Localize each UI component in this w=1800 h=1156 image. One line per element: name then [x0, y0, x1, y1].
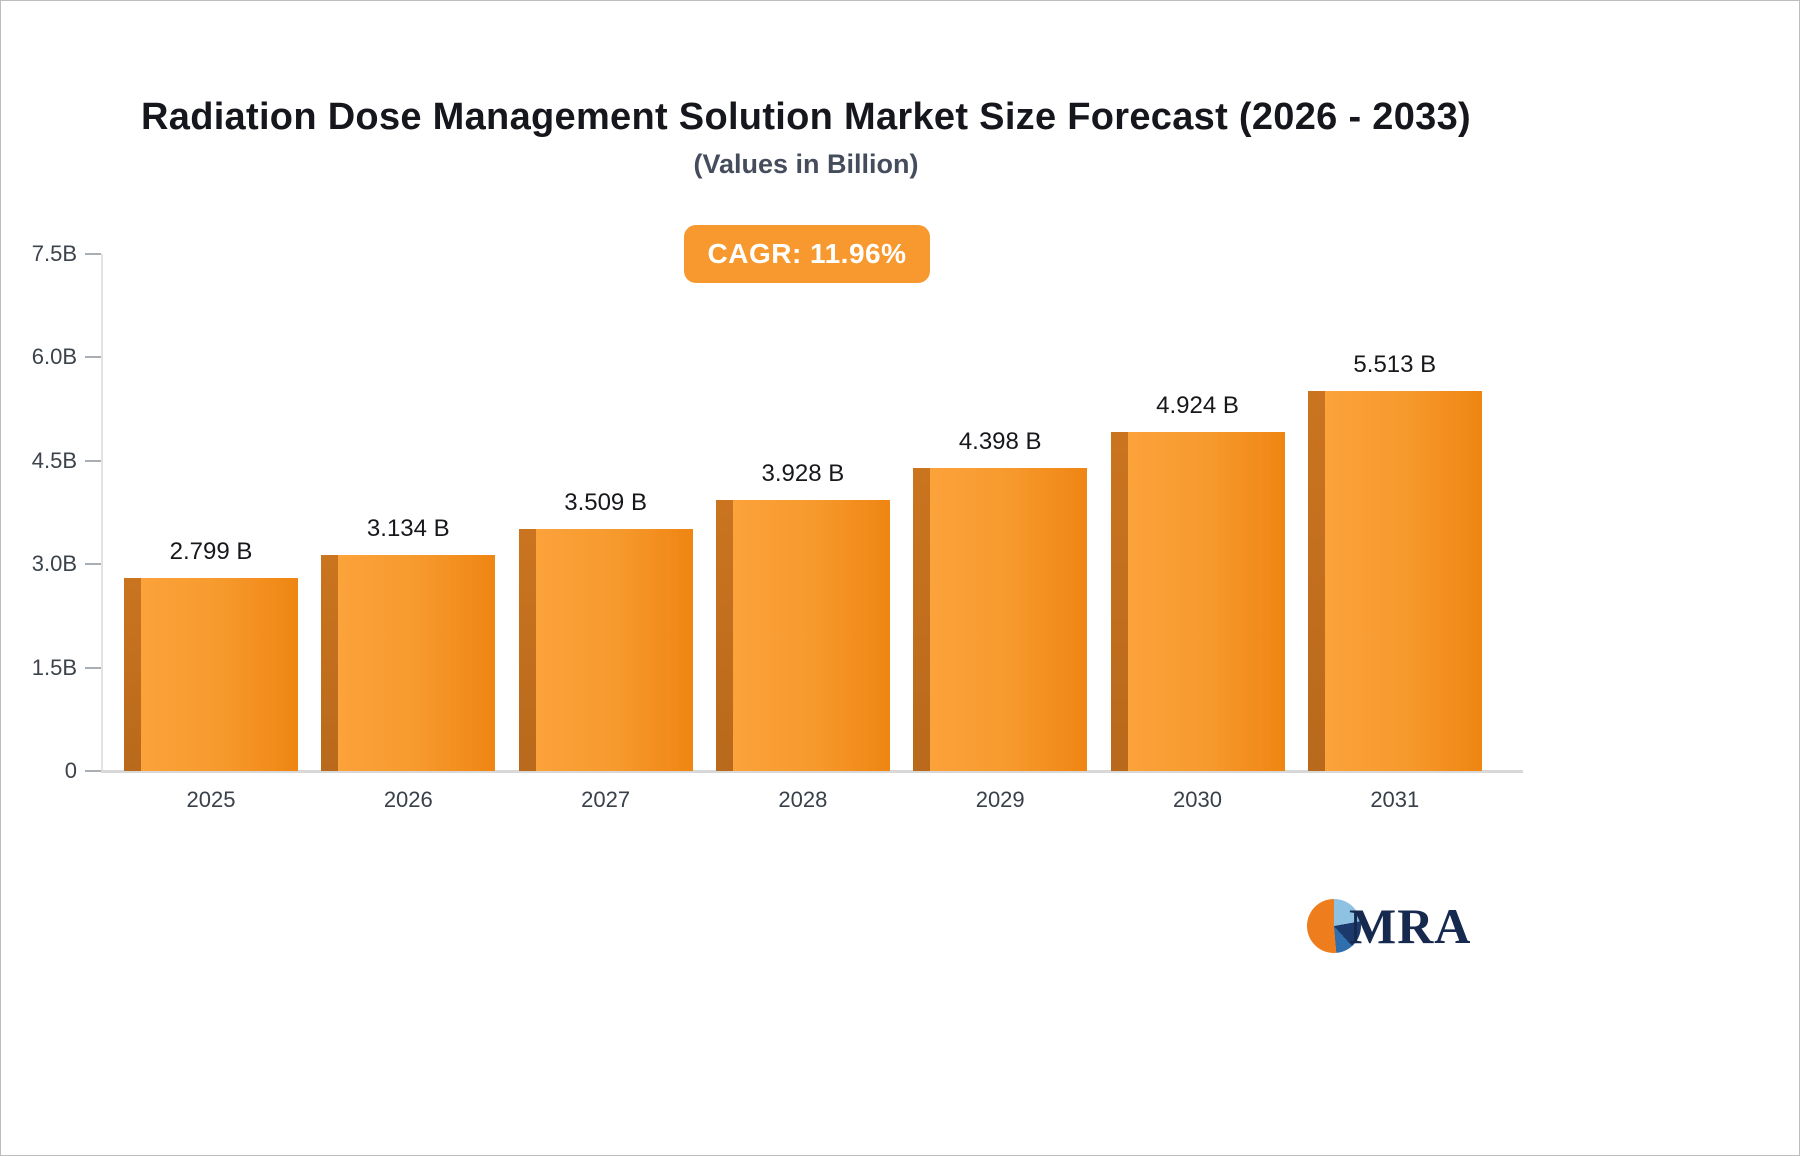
y-tick-label: 3.0B [31, 551, 77, 577]
bar-side-shade [124, 578, 141, 771]
x-axis-label: 2026 [383, 787, 433, 812]
y-tick-dash [85, 770, 101, 772]
x-axis-label: 2028 [778, 787, 828, 812]
y-tick-label: 1.5B [31, 654, 77, 680]
bar-value-label: 3.134 B [366, 514, 450, 542]
y-tick-label: 4.5B [31, 447, 77, 473]
mra-logo-text: MRA [1349, 898, 1472, 954]
y-tick-dash [85, 253, 101, 255]
bar-value-label: 5.513 B [1353, 350, 1437, 378]
x-axis-line [101, 770, 1523, 773]
bar-value-label: 3.509 B [564, 489, 647, 517]
bar-value-label: 4.398 B [958, 427, 1042, 455]
y-axis-line [101, 254, 103, 772]
x-axis-label: 2031 [1370, 787, 1420, 812]
x-axis-label: 2029 [975, 787, 1025, 812]
bar [124, 578, 298, 771]
y-tick-label: 7.5B [31, 241, 77, 266]
chart-subtitle: (Values in Billion) [693, 149, 919, 179]
y-tick-label: 6.0B [31, 344, 77, 370]
y-tick-dash [85, 356, 101, 359]
y-tick-dash [85, 459, 101, 462]
bar [715, 500, 890, 771]
bar-side-shade [518, 529, 536, 771]
bar [321, 554, 496, 771]
bar-side-shade [913, 467, 931, 771]
x-axis-label: 2025 [186, 787, 236, 812]
bar-value-label: 3.928 B [761, 460, 845, 488]
x-axis-label: 2030 [1173, 787, 1222, 812]
bar-side-shade [321, 554, 339, 771]
chart-title: Radiation Dose Management Solution Marke… [141, 96, 1471, 138]
bar-value-label: 4.924 B [1156, 391, 1239, 419]
bar [913, 467, 1088, 771]
mra-logo-pie-icon [1307, 899, 1361, 953]
bar-side-shade [1307, 390, 1325, 771]
bar [1307, 390, 1482, 771]
cagr-badge: CAGR: 11.96% [684, 225, 930, 283]
bar [1110, 431, 1285, 771]
bar-side-shade [715, 500, 733, 771]
bar [518, 529, 693, 771]
x-axis-label: 2027 [581, 787, 631, 812]
bar-side-shade [1110, 431, 1128, 771]
y-tick-label: 0 [64, 758, 77, 783]
bar-value-label: 2.799 B [169, 538, 253, 566]
y-tick-dash [85, 666, 101, 669]
mra-logo: MRA [1307, 897, 1471, 955]
y-tick-dash [85, 563, 101, 566]
